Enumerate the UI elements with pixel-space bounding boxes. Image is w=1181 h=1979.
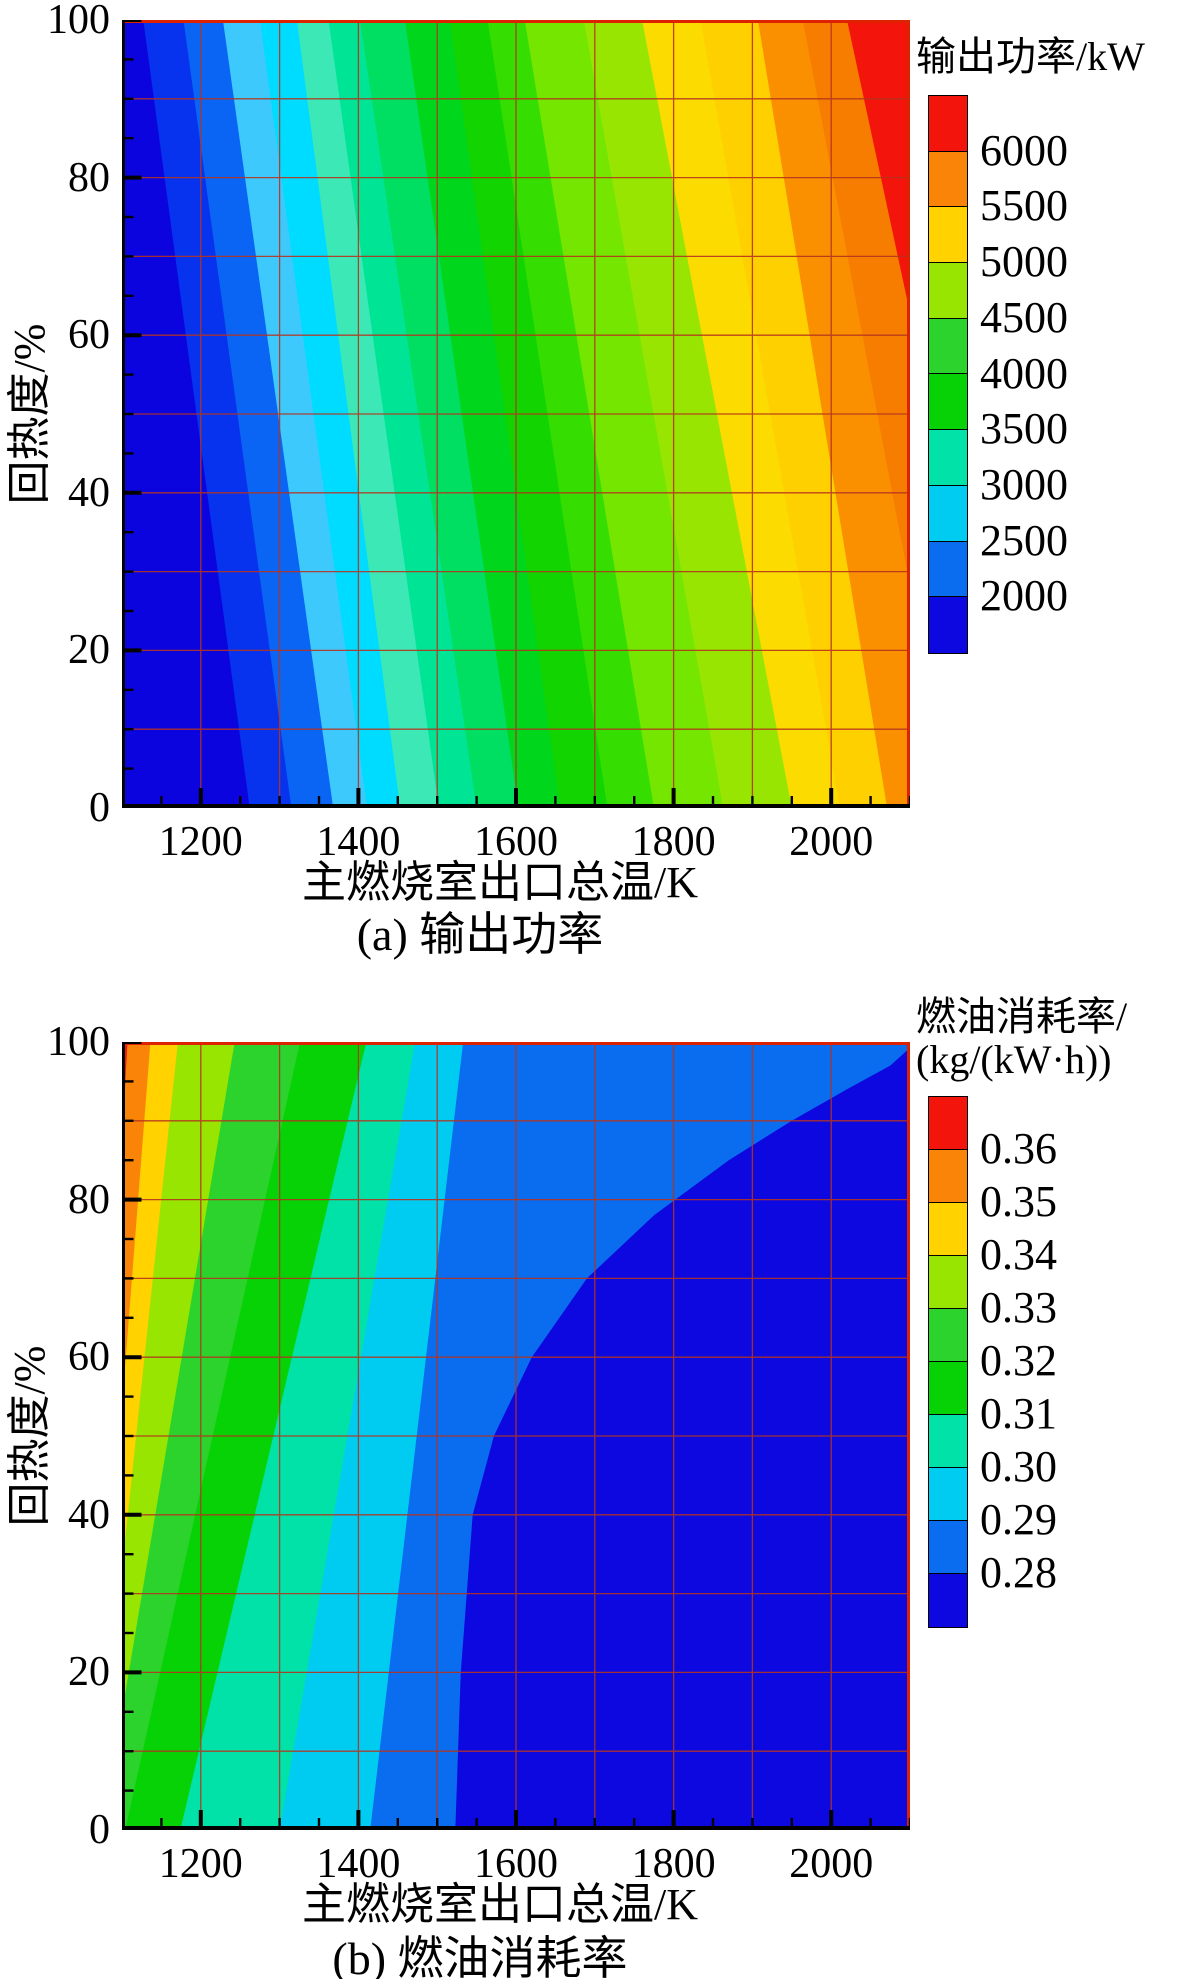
legend-label: 0.34 bbox=[980, 1230, 1057, 1279]
x-tick-label: 1400 bbox=[316, 1841, 401, 1887]
axis-ticks bbox=[122, 20, 910, 808]
legend-swatch bbox=[929, 1150, 967, 1203]
legend-label: 0.31 bbox=[980, 1389, 1057, 1438]
y-tick-label: 100 bbox=[47, 1019, 110, 1065]
x-axis-title-a: 主燃烧室出口总温/K bbox=[302, 858, 698, 907]
legend-swatch bbox=[929, 541, 967, 598]
legend-title-b-line2: (kg/(kW·h)) bbox=[916, 1037, 1112, 1082]
legend-swatch bbox=[929, 263, 967, 319]
y-tick-label: 100 bbox=[47, 0, 110, 43]
legend-title-a: 输出功率/kW bbox=[916, 34, 1145, 79]
legend-label: 2000 bbox=[980, 571, 1068, 621]
legend-label: 0.32 bbox=[980, 1336, 1057, 1385]
y-axis-title-b: 回热度/% bbox=[5, 1345, 54, 1527]
legend-swatch bbox=[929, 207, 967, 264]
x-tick-label: 1600 bbox=[474, 819, 558, 865]
y-tick-label: 0 bbox=[89, 1807, 110, 1853]
y-tick-label: 60 bbox=[68, 312, 110, 359]
colorbar-a bbox=[928, 95, 968, 654]
x-tick-label: 1800 bbox=[631, 1841, 716, 1887]
legend-swatch bbox=[929, 1256, 967, 1309]
contour-plot-b bbox=[122, 1042, 910, 1830]
legend-swatch bbox=[929, 1521, 967, 1574]
legend-swatch bbox=[929, 1097, 967, 1150]
legend-label: 0.33 bbox=[980, 1283, 1057, 1332]
axis-ticks bbox=[122, 1042, 910, 1830]
legend-swatch bbox=[929, 374, 967, 431]
legend-label: 0.29 bbox=[980, 1495, 1057, 1544]
y-tick-label: 80 bbox=[68, 1176, 110, 1223]
y-tick-label: 20 bbox=[68, 627, 110, 674]
legend-label: 0.36 bbox=[980, 1124, 1057, 1173]
y-tick-label: 40 bbox=[68, 469, 110, 516]
caption-a: (a) 输出功率 bbox=[356, 909, 604, 960]
legend-label: 3000 bbox=[980, 459, 1068, 509]
contour-plot-a bbox=[122, 20, 910, 808]
grid-lines bbox=[122, 1042, 910, 1830]
legend-swatch bbox=[929, 1574, 967, 1627]
legend-label: 0.35 bbox=[980, 1177, 1057, 1226]
contour-band-gte-0.28 bbox=[455, 1047, 910, 1830]
caption-b: (b) 燃油消耗率 bbox=[332, 1933, 628, 1979]
legend-label: 6000 bbox=[980, 125, 1068, 175]
legend-swatch bbox=[929, 318, 967, 375]
legend-swatch bbox=[929, 1415, 967, 1468]
legend-swatch bbox=[929, 1203, 967, 1256]
legend-swatch bbox=[929, 1309, 967, 1362]
legend-label: 4000 bbox=[980, 348, 1068, 398]
x-tick-label: 1200 bbox=[158, 819, 243, 865]
legend-swatch bbox=[929, 1468, 967, 1521]
x-tick-label: 1800 bbox=[631, 819, 716, 865]
y-tick-label: 80 bbox=[68, 154, 110, 201]
x-tick-label: 1600 bbox=[474, 1841, 558, 1887]
contour-band-gte-6000 bbox=[847, 20, 910, 314]
x-tick-label: 1400 bbox=[316, 819, 401, 865]
contour-bands bbox=[122, 20, 910, 808]
x-axis-title-b: 主燃烧室出口总温/K bbox=[302, 1880, 698, 1929]
x-tick-label: 2000 bbox=[789, 819, 874, 865]
legend-label: 0.28 bbox=[980, 1548, 1057, 1597]
legend-label: 5500 bbox=[980, 181, 1068, 231]
y-tick-label: 0 bbox=[89, 785, 110, 831]
legend-label: 4500 bbox=[980, 292, 1068, 342]
colorbar-b bbox=[928, 1096, 968, 1628]
x-tick-label: 1200 bbox=[158, 1841, 243, 1887]
legend-swatch bbox=[929, 485, 967, 542]
legend-label: 2500 bbox=[980, 515, 1068, 565]
legend-label: 5000 bbox=[980, 237, 1068, 287]
y-tick-label: 60 bbox=[68, 1334, 110, 1381]
x-tick-label: 2000 bbox=[789, 1841, 874, 1887]
legend-swatch bbox=[929, 96, 967, 152]
legend-swatch bbox=[929, 1362, 967, 1415]
legend-label: 0.30 bbox=[980, 1442, 1057, 1491]
y-tick-label: 20 bbox=[68, 1649, 110, 1696]
legend-title-b-line1: 燃油消耗率/ bbox=[916, 994, 1128, 1039]
grid-lines bbox=[122, 20, 910, 808]
y-axis-title-a: 回热度/% bbox=[5, 323, 54, 505]
legend-swatch bbox=[929, 430, 967, 486]
legend-swatch bbox=[929, 597, 967, 653]
y-tick-label: 40 bbox=[68, 1491, 110, 1538]
legend-swatch bbox=[929, 151, 967, 208]
legend-label: 3500 bbox=[980, 404, 1068, 454]
